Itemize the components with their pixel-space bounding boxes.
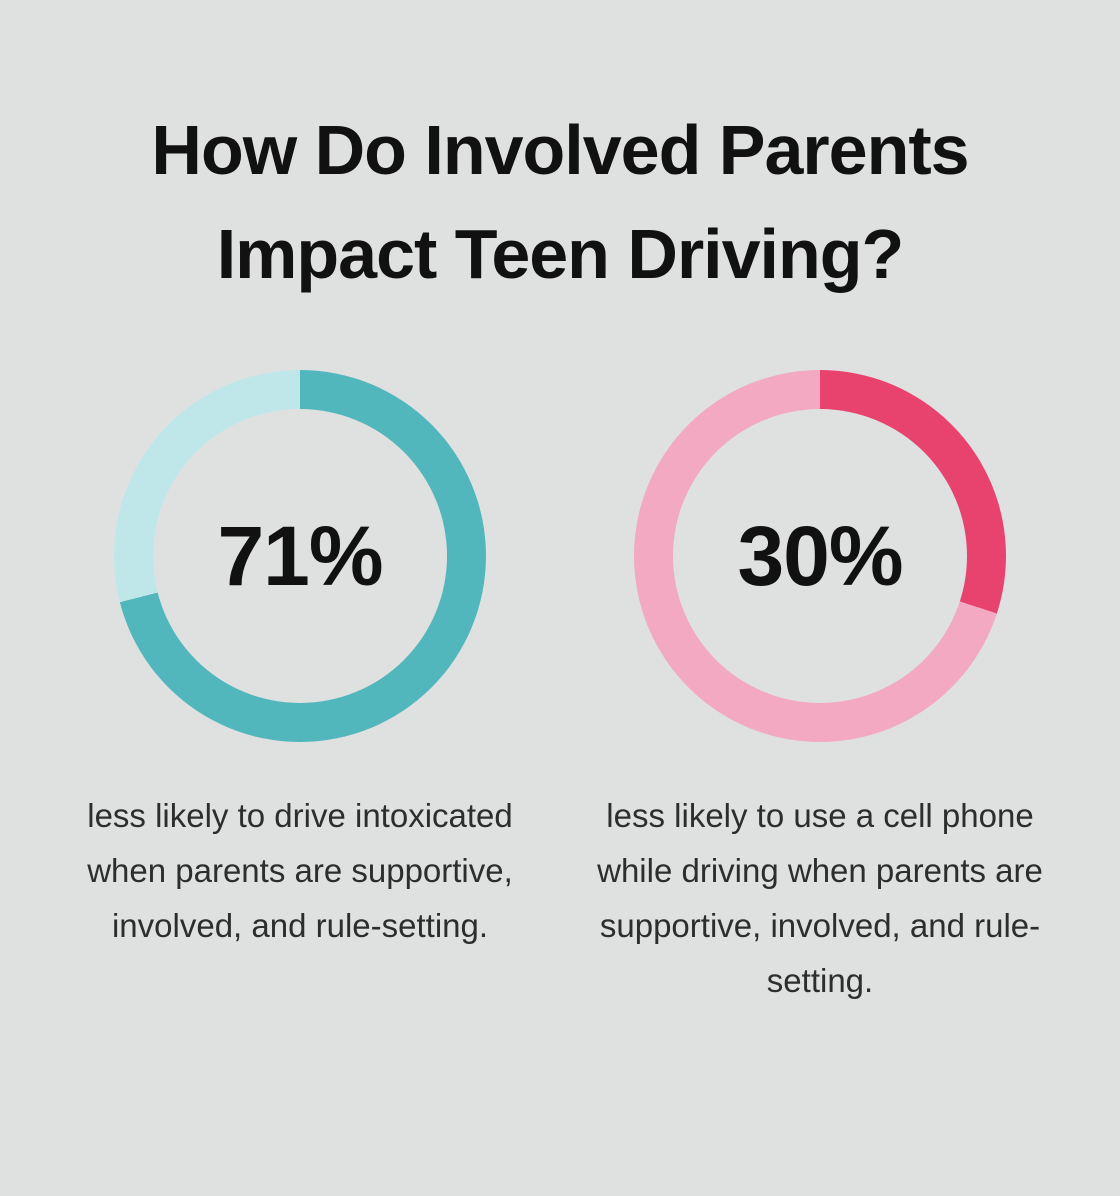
- donut-chart-drunk-driving: 71% less likely to drive intoxicated whe…: [20, 370, 580, 1008]
- donut-hole: 71%: [153, 409, 447, 703]
- donut-ring-cell-phone: 30%: [634, 370, 1006, 742]
- infographic-page: How Do Involved Parents Impact Teen Driv…: [0, 98, 1120, 1196]
- chart-caption-drunk-driving: less likely to drive intoxicated when pa…: [87, 797, 513, 944]
- donut-ring-drunk-driving: 71%: [114, 370, 486, 742]
- page-title: How Do Involved Parents Impact Teen Driv…: [151, 111, 969, 293]
- percent-value-cell-phone: 30%: [737, 508, 903, 603]
- charts-row: 71% less likely to drive intoxicated whe…: [0, 370, 1120, 1008]
- donut-chart-cell-phone: 30% less likely to use a cell phone whil…: [540, 370, 1100, 1008]
- chart-caption-cell-phone: less likely to use a cell phone while dr…: [597, 797, 1043, 999]
- donut-hole: 30%: [673, 409, 967, 703]
- percent-value-drunk-driving: 71%: [217, 508, 383, 603]
